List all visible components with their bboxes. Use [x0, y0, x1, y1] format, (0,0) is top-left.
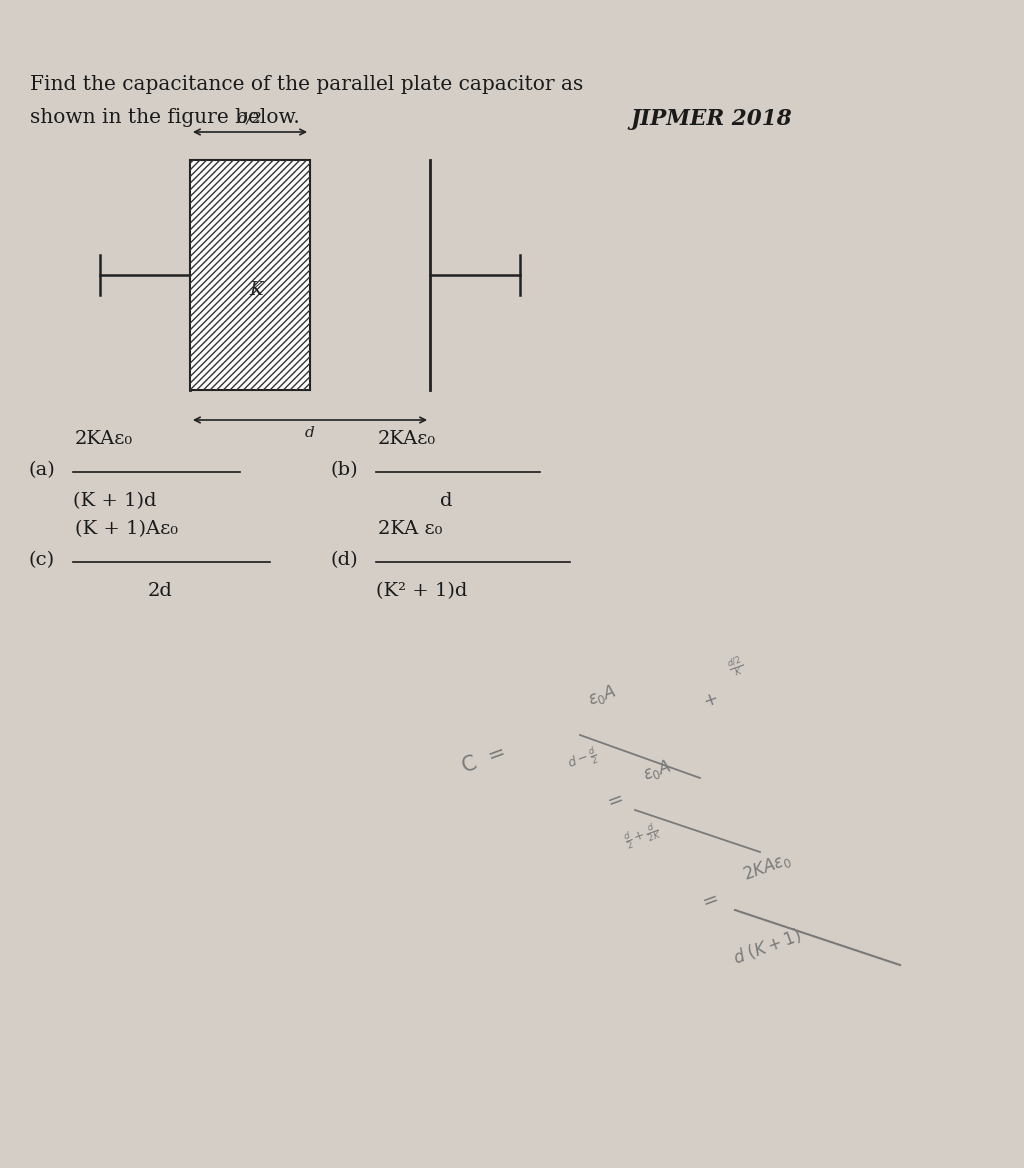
- Text: $\varepsilon_0 A$: $\varepsilon_0 A$: [640, 756, 674, 785]
- Text: (d): (d): [330, 551, 357, 569]
- Text: $\frac{d}{2}+\frac{d}{2K}$: $\frac{d}{2}+\frac{d}{2K}$: [622, 820, 664, 853]
- Text: =: =: [605, 788, 627, 812]
- Text: C  =: C =: [460, 743, 510, 777]
- Text: $\varepsilon_0 A$: $\varepsilon_0 A$: [585, 681, 620, 710]
- Text: (K + 1)d: (K + 1)d: [73, 492, 157, 510]
- Text: =: =: [700, 888, 722, 912]
- Text: K: K: [249, 281, 263, 299]
- Text: $2KA\varepsilon_0$: $2KA\varepsilon_0$: [740, 849, 795, 885]
- Text: $d\ (K+1)$: $d\ (K+1)$: [730, 925, 804, 968]
- Text: 2d: 2d: [148, 582, 173, 600]
- Text: (K² + 1)d: (K² + 1)d: [376, 582, 467, 600]
- Text: d: d: [440, 492, 453, 510]
- Text: $\frac{d/2}{K}$: $\frac{d/2}{K}$: [725, 653, 748, 680]
- Bar: [190, 160, 310, 390]
- Text: d/2: d/2: [238, 112, 262, 126]
- Text: JIPMER 2018: JIPMER 2018: [630, 107, 792, 130]
- Text: +: +: [700, 689, 720, 711]
- Text: shown in the figure below.: shown in the figure below.: [30, 107, 300, 127]
- Text: 2KAε₀: 2KAε₀: [75, 430, 133, 449]
- Text: $d-\frac{d}{2}$: $d-\frac{d}{2}$: [565, 745, 601, 776]
- Text: d: d: [305, 426, 314, 440]
- Text: (K + 1)Aε₀: (K + 1)Aε₀: [75, 520, 178, 538]
- Text: Find the capacitance of the parallel plate capacitor as: Find the capacitance of the parallel pla…: [30, 75, 584, 93]
- Text: (a): (a): [28, 461, 54, 479]
- Text: 2KAε₀: 2KAε₀: [378, 430, 436, 449]
- Text: (b): (b): [330, 461, 357, 479]
- Text: (c): (c): [28, 551, 54, 569]
- Text: 2KA ε₀: 2KA ε₀: [378, 520, 442, 538]
- Bar: [190, 160, 310, 390]
